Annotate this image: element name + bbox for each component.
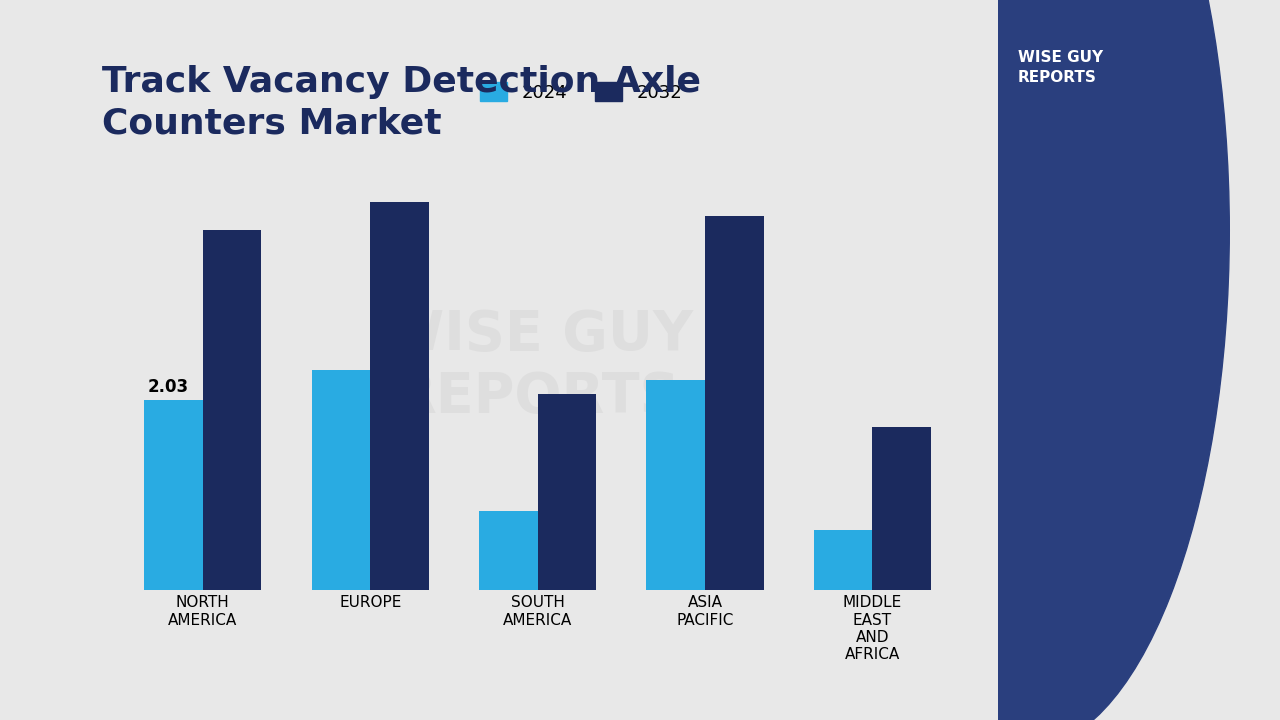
Bar [311, 370, 370, 590]
Bar [873, 426, 931, 590]
Bar [145, 400, 202, 590]
Text: WISE GUY
REPORTS: WISE GUY REPORTS [1018, 50, 1103, 85]
Bar [646, 379, 705, 590]
Text: Track Vacancy Detection Axle
Counters Market: Track Vacancy Detection Axle Counters Ma… [102, 65, 701, 141]
Text: WISE GUY
REPORTS: WISE GUY REPORTS [383, 307, 692, 424]
Bar [814, 530, 873, 590]
Bar [202, 230, 261, 590]
Circle shape [824, 0, 1229, 720]
Bar [705, 216, 764, 590]
Text: 2.03: 2.03 [148, 378, 189, 396]
Bar [479, 511, 538, 590]
Bar [538, 394, 596, 590]
Bar [370, 202, 429, 590]
Legend: 2024, 2032: 2024, 2032 [474, 76, 689, 109]
